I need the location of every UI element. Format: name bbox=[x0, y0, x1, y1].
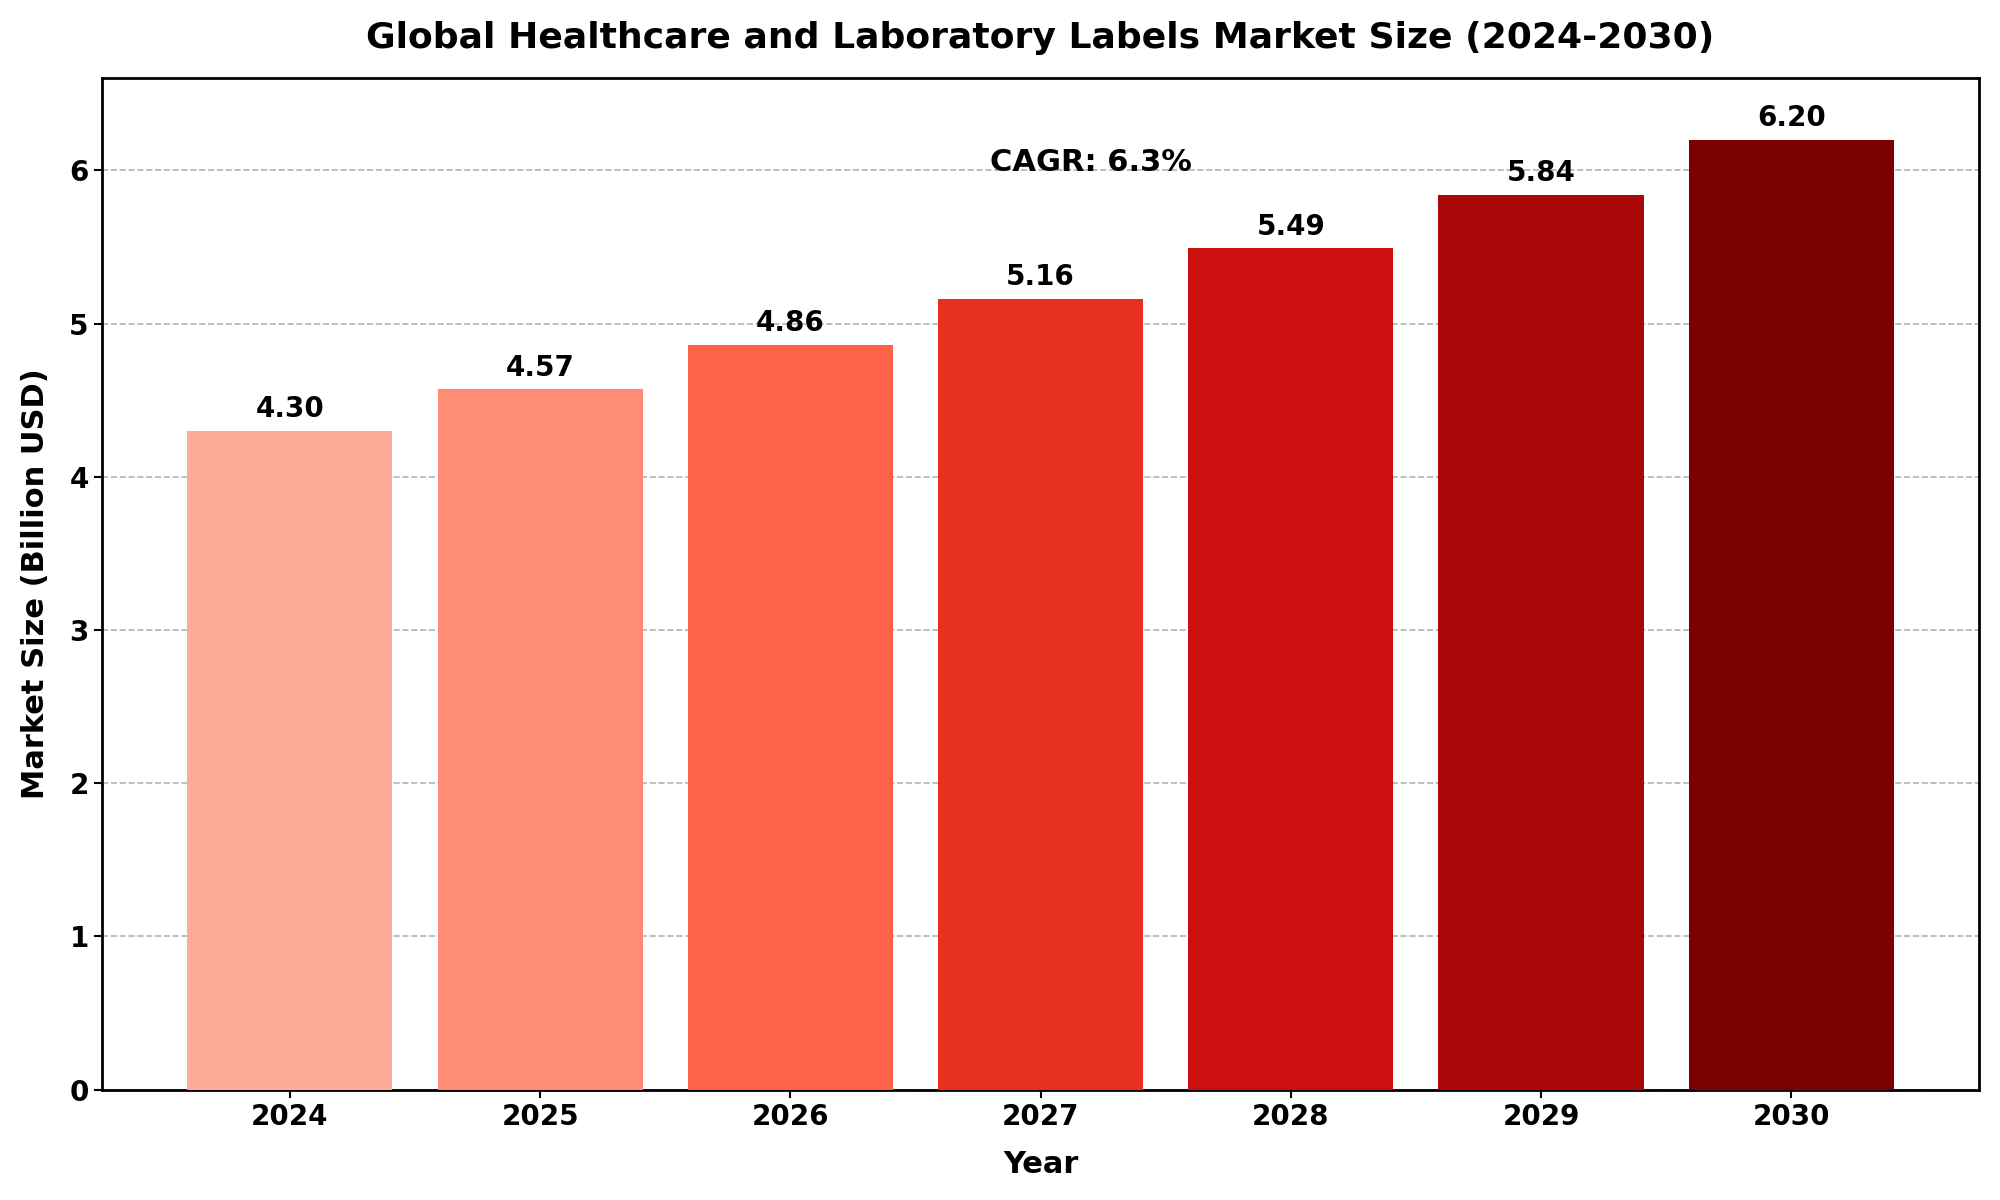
Title: Global Healthcare and Laboratory Labels Market Size (2024-2030): Global Healthcare and Laboratory Labels … bbox=[366, 20, 1714, 55]
Bar bbox=[1438, 194, 1644, 1090]
Text: 5.84: 5.84 bbox=[1506, 160, 1576, 187]
Y-axis label: Market Size (Billion USD): Market Size (Billion USD) bbox=[20, 368, 50, 799]
Bar bbox=[188, 431, 392, 1090]
Text: 4.30: 4.30 bbox=[256, 395, 324, 424]
Text: 5.16: 5.16 bbox=[1006, 263, 1074, 292]
Text: CAGR: 6.3%: CAGR: 6.3% bbox=[990, 148, 1192, 178]
Text: 5.49: 5.49 bbox=[1256, 212, 1326, 241]
Bar bbox=[1188, 248, 1394, 1090]
Text: 6.20: 6.20 bbox=[1756, 104, 1826, 132]
Text: 4.86: 4.86 bbox=[756, 310, 824, 337]
Text: 4.57: 4.57 bbox=[506, 354, 574, 382]
Bar bbox=[438, 389, 642, 1090]
Bar bbox=[1688, 139, 1894, 1090]
Bar bbox=[938, 299, 1144, 1090]
Bar bbox=[688, 344, 892, 1090]
X-axis label: Year: Year bbox=[1002, 1150, 1078, 1180]
